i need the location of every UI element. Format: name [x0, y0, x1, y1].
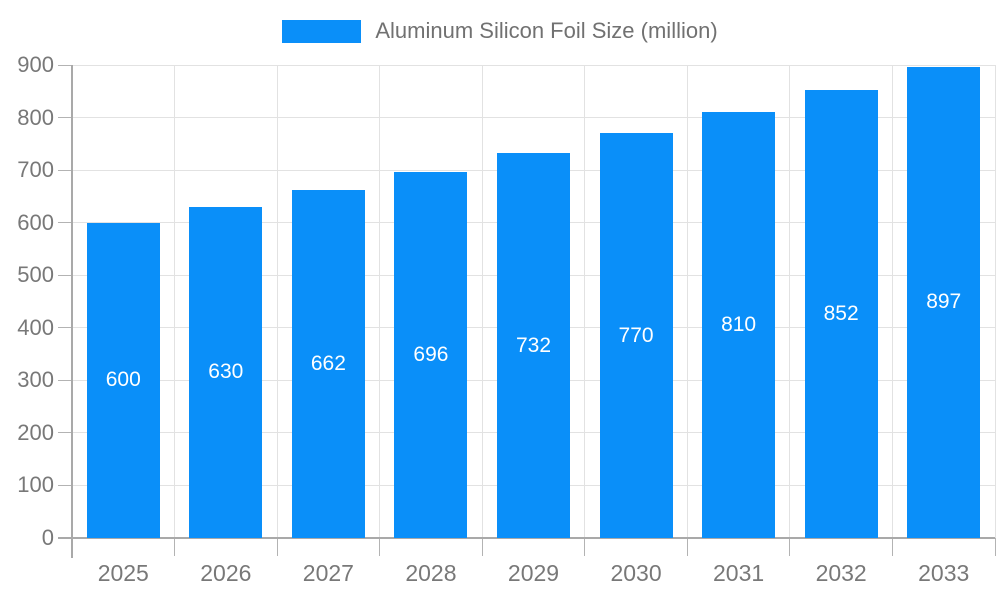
y-axis-label: 400	[17, 314, 54, 340]
gridline	[481, 65, 483, 538]
y-axis-tick	[58, 169, 72, 171]
x-axis-tick	[276, 538, 278, 556]
x-axis-tick	[994, 538, 996, 556]
x-axis-tick	[686, 538, 688, 556]
x-axis-baseline	[58, 537, 995, 539]
bar-value-label: 630	[208, 360, 244, 384]
y-axis-tick	[58, 117, 72, 119]
y-axis-label: 500	[17, 262, 54, 288]
x-axis-label: 2025	[97, 560, 149, 586]
bar-value-label: 732	[515, 333, 552, 357]
y-axis-tick	[58, 432, 72, 434]
y-axis-tick	[58, 327, 72, 329]
gridline	[276, 65, 278, 538]
gridline	[891, 65, 893, 538]
x-axis-tick	[174, 538, 176, 556]
legend: Aluminum Silicon Foil Size (million)	[0, 18, 1000, 44]
gridline	[72, 117, 995, 119]
bar-value-label: 852	[823, 302, 859, 326]
bar-value-label: 770	[618, 323, 654, 347]
bar[interactable]: 696	[394, 172, 468, 538]
x-axis-label: 2026	[200, 560, 252, 586]
x-axis-label: 2027	[302, 560, 354, 586]
x-axis-label: 2032	[815, 560, 867, 586]
gridline	[174, 65, 176, 538]
bar[interactable]: 770	[599, 133, 673, 538]
bar-value-label: 696	[413, 343, 449, 367]
x-axis-tick	[584, 538, 586, 556]
y-axis-label: 700	[17, 157, 54, 183]
x-axis-tick	[481, 538, 483, 556]
legend-label: Aluminum Silicon Foil Size (million)	[375, 18, 718, 43]
bar[interactable]: 897	[907, 66, 981, 538]
x-axis-tick	[379, 538, 381, 556]
y-axis-label: 600	[17, 209, 54, 235]
x-axis-label: 2030	[610, 560, 662, 586]
gridline	[994, 65, 996, 538]
x-axis-label: 2033	[918, 560, 970, 586]
bar[interactable]: 662	[291, 190, 365, 538]
y-axis-tick	[58, 484, 72, 486]
legend-swatch-icon	[282, 19, 362, 43]
bar[interactable]: 630	[189, 206, 263, 538]
bar-value-label: 810	[721, 313, 757, 337]
legend-item[interactable]: Aluminum Silicon Foil Size (million)	[282, 18, 718, 44]
y-axis-label: 900	[17, 52, 54, 77]
y-axis-tick	[58, 222, 72, 224]
y-axis-label: 300	[17, 367, 54, 393]
gridline	[584, 65, 586, 538]
x-axis-label: 2028	[405, 560, 457, 586]
y-axis-label: 0	[41, 525, 54, 550]
bar[interactable]: 732	[497, 153, 570, 538]
y-axis-label: 100	[17, 472, 54, 498]
x-axis-tick	[789, 538, 791, 556]
gridline	[789, 65, 791, 538]
gridline	[72, 64, 995, 66]
bar[interactable]: 852	[804, 90, 878, 538]
bar-value-label: 662	[310, 352, 346, 376]
bar[interactable]: 600	[86, 222, 160, 538]
x-axis-tick	[891, 538, 893, 556]
x-axis-label: 2029	[507, 560, 560, 586]
gridline	[379, 65, 381, 538]
y-axis-label: 800	[17, 104, 54, 130]
bar-value-label: 600	[105, 368, 141, 392]
gridline	[686, 65, 688, 538]
y-axis-tick	[58, 64, 72, 66]
y-axis-tick	[58, 274, 72, 276]
y-axis-line	[71, 65, 73, 558]
bar[interactable]: 810	[702, 112, 776, 538]
x-axis-label: 2031	[713, 560, 765, 586]
y-axis-label: 200	[17, 419, 54, 445]
y-axis-tick	[58, 379, 72, 381]
bar-value-label: 897	[926, 290, 962, 314]
